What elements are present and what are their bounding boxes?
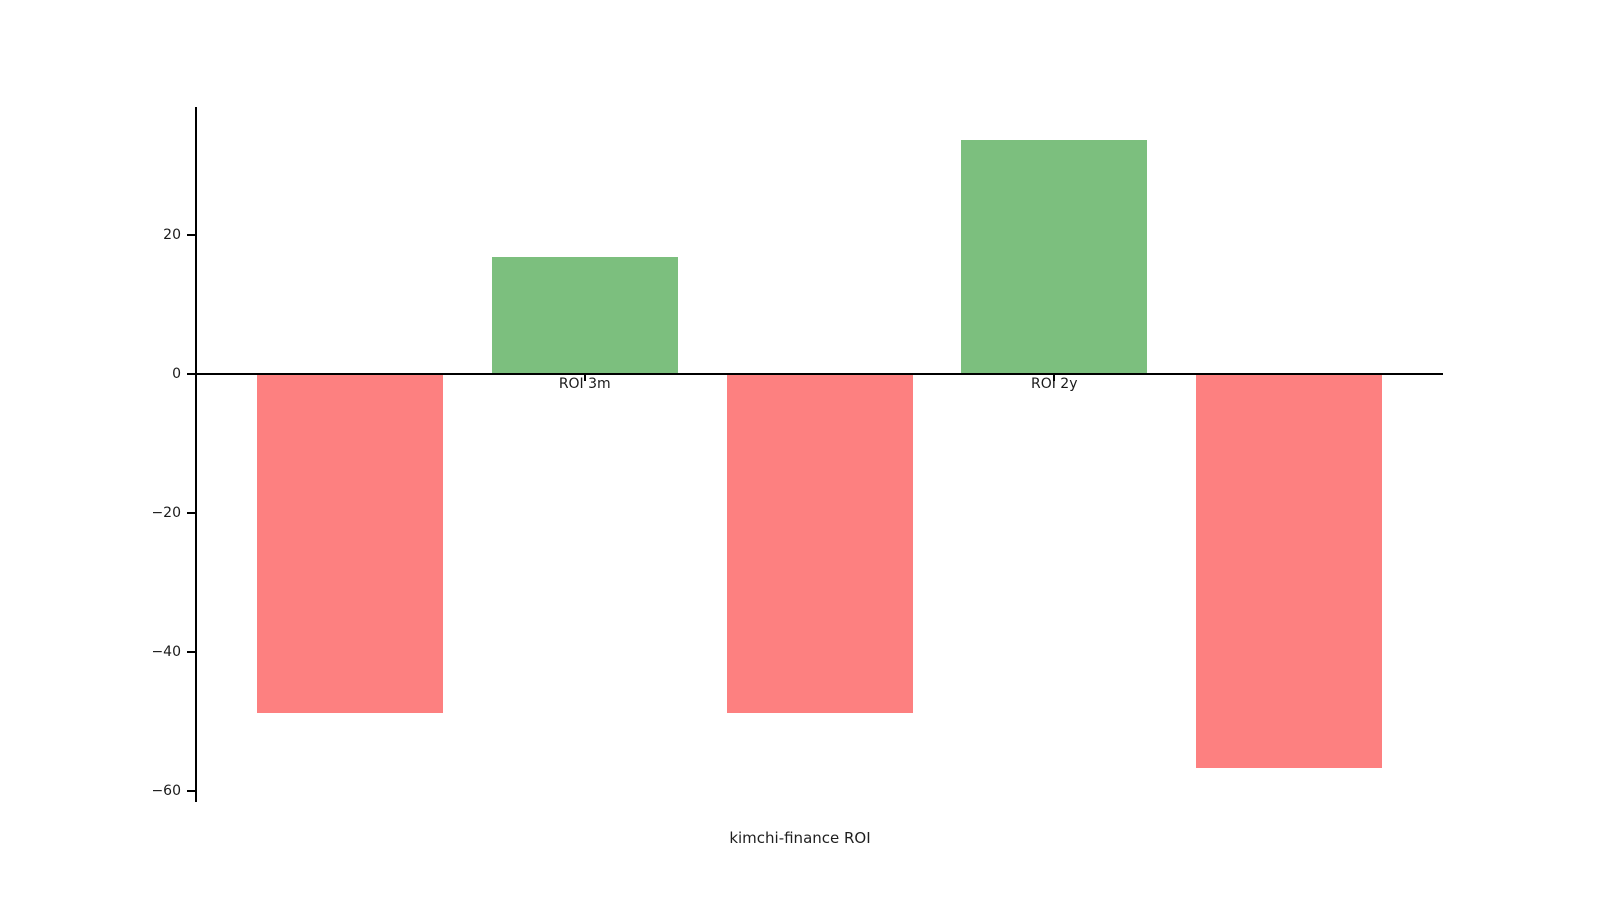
y-tick-mark — [187, 789, 195, 792]
x-tick-label: ROI 2y — [1030, 376, 1078, 392]
y-tick-mark — [187, 373, 195, 375]
bar-ROI 3m — [491, 256, 678, 374]
y-tick-label: −40 — [151, 643, 181, 660]
y-axis-spine — [195, 107, 197, 802]
bar-roi-0 — [257, 374, 443, 713]
y-tick-mark — [187, 511, 195, 514]
y-tick-mark — [187, 650, 195, 653]
x-tick-mark — [1053, 374, 1056, 381]
x-tick-label: ROI 3m — [558, 376, 611, 392]
bar-ROI 2y — [961, 140, 1148, 374]
chart-title: kimchi-finance ROI — [729, 829, 871, 847]
y-tick-label: 20 — [163, 227, 181, 244]
y-tick-label: −20 — [151, 504, 181, 521]
bar-roi-4 — [1196, 374, 1382, 768]
x-axis-zero-line — [195, 373, 1443, 375]
x-tick-mark — [583, 374, 586, 381]
y-tick-mark — [187, 234, 195, 237]
bar-roi-2 — [726, 374, 913, 713]
y-tick-label: −60 — [151, 782, 181, 799]
y-tick-label: 0 — [172, 366, 181, 382]
